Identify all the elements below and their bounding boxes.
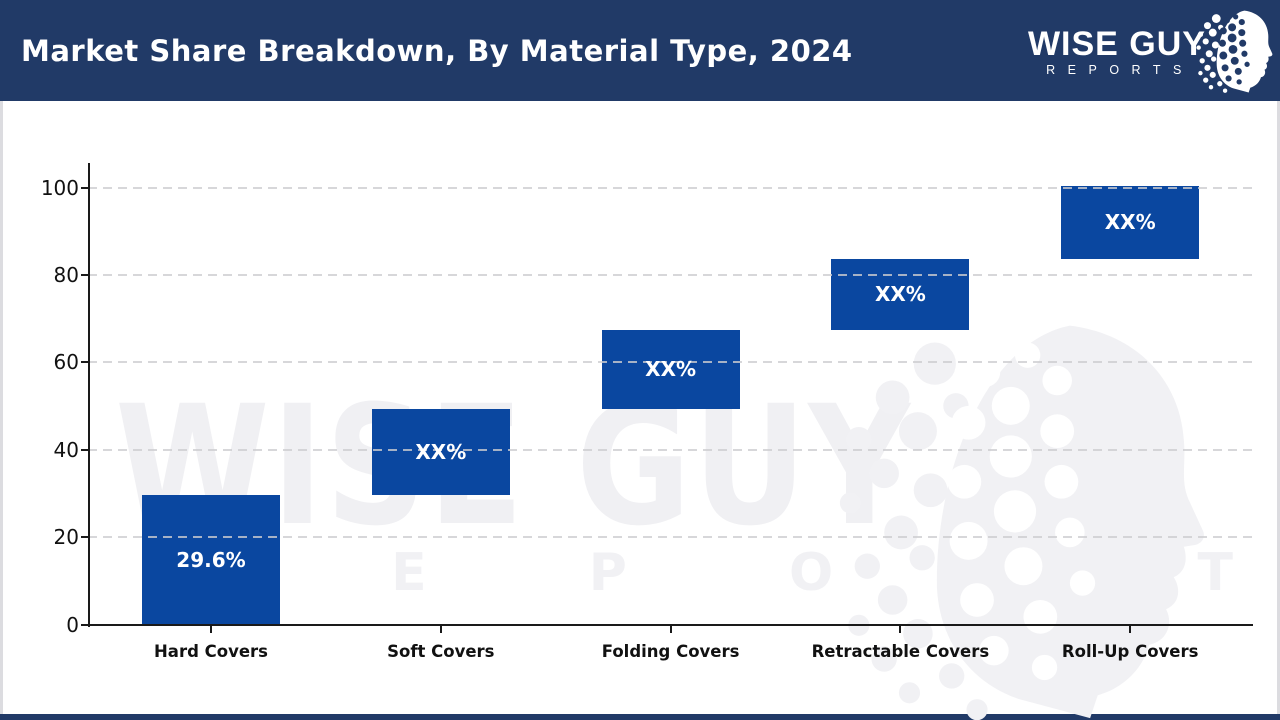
x-axis: [88, 624, 1253, 626]
bar-value-label: XX%: [1104, 210, 1156, 235]
gridline-80: [88, 273, 1253, 276]
y-tick-label: 0: [66, 612, 79, 637]
y-tick-100: [81, 186, 89, 189]
gridline-100: [88, 186, 1253, 189]
y-tick-80: [81, 273, 89, 276]
y-tick-label: 40: [53, 437, 79, 462]
gridline-20: [88, 536, 1253, 539]
wiseguy-logo-text: WISE GUY REPORTS: [1027, 24, 1206, 78]
bar-1: [142, 495, 280, 625]
x-tick-2: [439, 625, 442, 633]
wiseguy-head-icon: [1196, 10, 1273, 93]
bar-2: [371, 408, 510, 496]
y-tick-40: [81, 448, 89, 451]
y-tick-0: [81, 623, 89, 626]
x-tick-1: [210, 625, 212, 633]
watermark-head-icon: [839, 325, 1204, 720]
x-category-label: Hard Covers: [154, 641, 268, 661]
y-tick-label: 60: [53, 350, 79, 375]
x-tick-5: [1129, 625, 1132, 633]
x-category-label: Retractable Covers: [811, 641, 990, 661]
header-bar: Market Share Breakdown, By Material Type…: [0, 0, 1280, 101]
x-category-label: Soft Covers: [387, 641, 495, 661]
x-category-label: Roll-Up Covers: [1061, 641, 1199, 661]
bar-5: [1061, 185, 1200, 259]
bar-3: [601, 329, 740, 409]
x-tick-4: [899, 625, 902, 633]
bar-value-label: XX%: [645, 357, 697, 382]
x-tick-3: [669, 625, 672, 633]
y-tick-label: 80: [53, 262, 79, 287]
bar-4: [831, 258, 970, 330]
bar-value-label: XX%: [874, 282, 926, 307]
x-category-label: Folding Covers: [601, 641, 740, 661]
footer-bar: [0, 714, 1280, 720]
wiseguy-logo-wordmark: WISE GUY: [1027, 24, 1206, 63]
y-tick-label: 100: [40, 175, 79, 200]
y-axis: [88, 163, 90, 627]
wiseguy-logo: WISE GUY REPORTS: [1028, 8, 1274, 96]
bar-value-label: 29.6%: [176, 547, 246, 572]
y-tick-label: 20: [53, 525, 79, 550]
bar-value-label: XX%: [415, 439, 467, 464]
y-tick-60: [81, 361, 89, 364]
gridline-60: [88, 361, 1253, 364]
wiseguy-logo-subtext: REPORTS: [1046, 63, 1194, 78]
page-title: Market Share Breakdown, By Material Type…: [21, 33, 853, 68]
y-tick-20: [81, 536, 89, 539]
gridline-40: [88, 448, 1253, 451]
